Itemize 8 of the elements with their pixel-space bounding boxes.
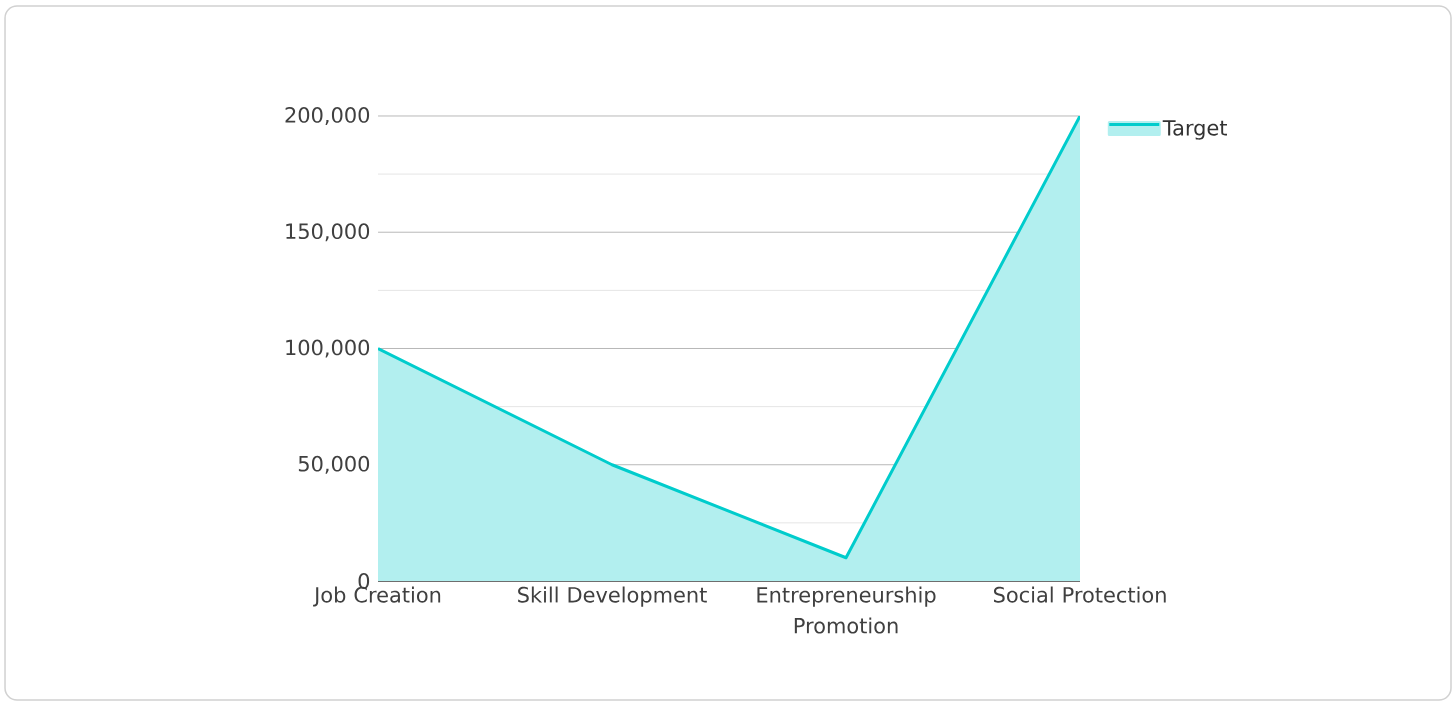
x-tick-label: Skill Development: [518, 586, 707, 607]
x-tick-label: Entrepreneurship Promotion: [757, 586, 936, 634]
y-tick-label: 200,000: [285, 107, 370, 125]
legend-label: Target: [1162, 120, 1227, 140]
x-tick-label: Social Protection: [993, 586, 1166, 603]
y-tick-label: 50,000: [298, 455, 370, 474]
y-tick-label: 100,000: [286, 339, 370, 358]
y-tick-label: 150,000: [286, 223, 370, 242]
